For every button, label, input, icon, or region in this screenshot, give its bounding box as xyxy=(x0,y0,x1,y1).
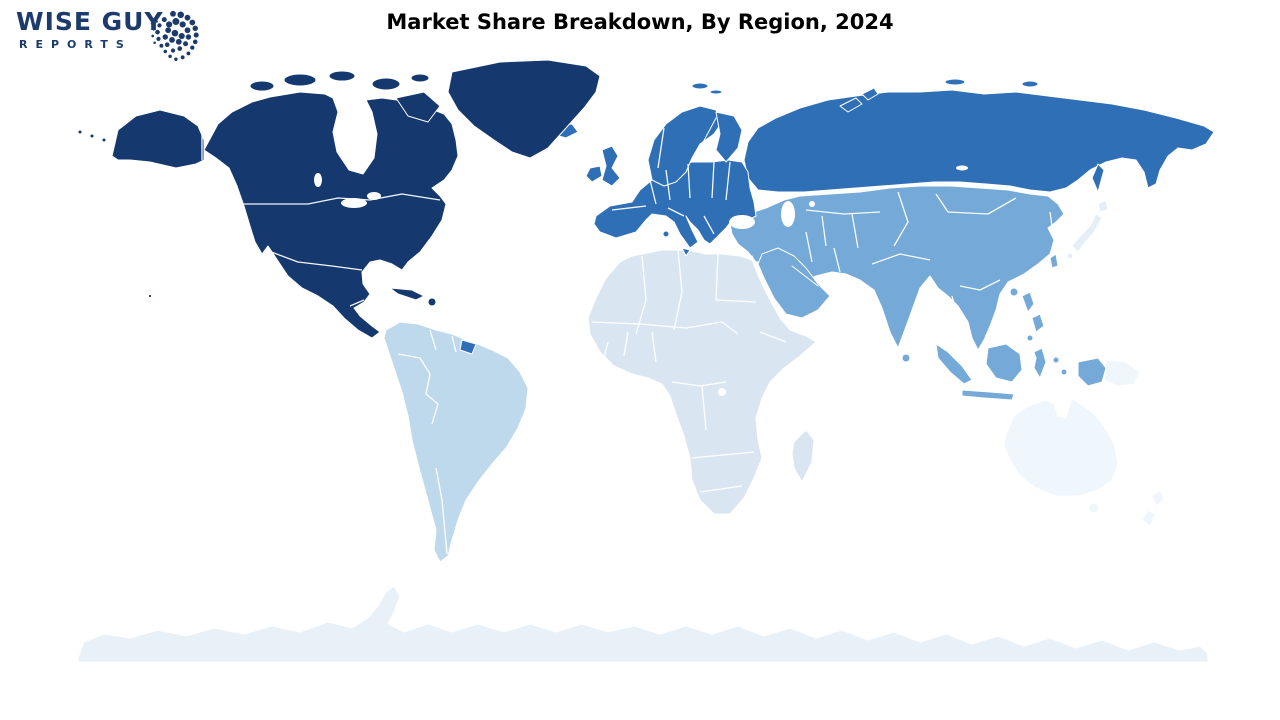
black-sea xyxy=(729,215,755,229)
island-new-siberian xyxy=(1021,80,1039,88)
aral-sea xyxy=(809,201,815,207)
island-honshu xyxy=(1071,213,1103,253)
country-finland xyxy=(715,111,743,163)
country-uk xyxy=(601,145,621,187)
aleutian-1 xyxy=(77,129,83,135)
continent-north-america xyxy=(203,91,459,339)
island-sulawesi xyxy=(1033,347,1047,379)
island-sri-lanka xyxy=(901,353,911,363)
borders-europe xyxy=(611,127,731,235)
logo-text-line2: REPORTS xyxy=(19,37,132,51)
region-asia xyxy=(729,185,1107,401)
gulf-of-bothnia xyxy=(699,117,717,149)
lake-victoria xyxy=(718,388,726,396)
region-oceania xyxy=(1003,359,1165,527)
island-philippines-2 xyxy=(1031,313,1045,333)
arctic-island-2 xyxy=(283,73,317,87)
island-hokkaido xyxy=(1097,199,1109,213)
island-svalbard-1 xyxy=(691,82,709,90)
arctic-island-3 xyxy=(328,70,356,82)
state-alaska xyxy=(111,109,205,169)
aleutian-2 xyxy=(89,133,95,139)
island-philippines-1 xyxy=(1021,291,1035,313)
territory-french-guiana xyxy=(459,339,477,355)
region-north-america xyxy=(77,59,601,339)
island-moluccas-2 xyxy=(1060,368,1068,376)
lake-winnipeg xyxy=(314,173,322,187)
island-novaya-zemlya-2 xyxy=(861,87,879,101)
country-australia xyxy=(1003,397,1119,497)
island-hawaii xyxy=(147,293,153,299)
island-sicily xyxy=(681,247,691,257)
island-tasmania xyxy=(1088,502,1100,514)
arctic-island-5 xyxy=(410,73,430,83)
island-hainan xyxy=(1009,287,1019,297)
island-new-guinea-east xyxy=(1103,359,1141,387)
logo-text-line1: WISE GUY xyxy=(16,7,164,36)
island-borneo xyxy=(985,343,1023,383)
island-philippines-3 xyxy=(1026,334,1034,342)
arctic-island-1 xyxy=(249,80,275,92)
borders-africa xyxy=(591,249,787,493)
red-sea xyxy=(751,255,783,319)
continent-south-america xyxy=(383,321,529,563)
island-hispaniola xyxy=(427,297,437,307)
caspian-sea xyxy=(781,201,795,227)
country-new-zealand-north xyxy=(1151,489,1165,507)
country-greenland xyxy=(447,59,601,159)
borders-south-america xyxy=(397,329,457,555)
island-cuba xyxy=(389,287,425,301)
island-kyushu xyxy=(1066,252,1074,260)
island-baffin xyxy=(395,91,441,123)
arabian-peninsula xyxy=(757,247,831,319)
island-new-guinea-west xyxy=(1077,357,1107,387)
lake-baikal xyxy=(956,165,968,171)
island-madagascar xyxy=(791,429,815,483)
country-borders xyxy=(201,124,1053,555)
great-lakes xyxy=(341,198,367,208)
dotted-head-icon xyxy=(150,10,199,61)
island-moluccas-1 xyxy=(1052,356,1060,364)
borders-north-america xyxy=(201,124,441,307)
country-ireland xyxy=(585,165,603,183)
arctic-island-4 xyxy=(371,77,401,91)
wise-guy-reports-logo: WISE GUY REPORTS xyxy=(16,8,216,70)
borders-asia xyxy=(805,191,1053,319)
region-antarctica xyxy=(77,585,1209,663)
island-sardinia xyxy=(662,230,670,238)
aleutian-3 xyxy=(101,137,107,143)
water-bodies xyxy=(314,117,968,396)
island-svalbard-2 xyxy=(709,89,723,95)
island-sumatra xyxy=(935,343,973,385)
country-russia xyxy=(743,89,1215,193)
persian-gulf xyxy=(791,265,819,287)
region-africa xyxy=(587,249,817,515)
island-taiwan xyxy=(1049,253,1059,269)
country-new-zealand-south xyxy=(1141,509,1157,527)
island-severnaya xyxy=(944,78,966,86)
country-antarctica xyxy=(77,585,1209,663)
continent-africa xyxy=(587,249,817,515)
island-novaya-zemlya-1 xyxy=(839,97,863,113)
island-java xyxy=(961,389,1015,401)
region-europe-russia xyxy=(459,78,1215,355)
island-sakhalin xyxy=(1091,163,1105,193)
region-japan xyxy=(1066,199,1109,260)
region-south-america xyxy=(383,321,529,563)
